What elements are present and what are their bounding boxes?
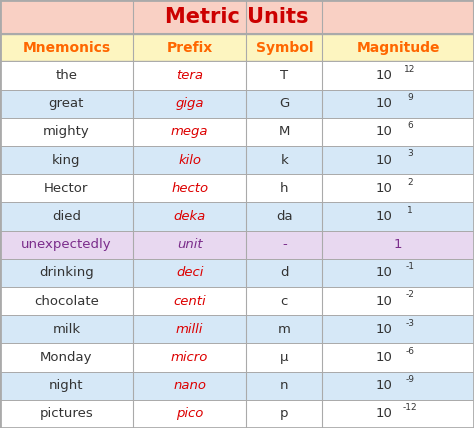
Text: drinking: drinking xyxy=(39,266,94,279)
Text: Hector: Hector xyxy=(44,182,89,195)
FancyBboxPatch shape xyxy=(0,89,474,118)
Text: T: T xyxy=(280,69,289,82)
Text: centi: centi xyxy=(173,294,206,308)
Text: 10: 10 xyxy=(375,97,392,110)
Text: -2: -2 xyxy=(406,290,414,299)
FancyBboxPatch shape xyxy=(0,231,474,259)
Text: -6: -6 xyxy=(406,347,414,356)
Text: great: great xyxy=(49,97,84,110)
Text: 1: 1 xyxy=(394,238,402,251)
Text: died: died xyxy=(52,210,81,223)
Text: Mnemonics: Mnemonics xyxy=(22,41,110,55)
FancyBboxPatch shape xyxy=(0,315,474,343)
Text: 2: 2 xyxy=(407,178,413,187)
FancyBboxPatch shape xyxy=(0,343,474,372)
Text: kilo: kilo xyxy=(178,154,201,166)
Text: the: the xyxy=(55,69,77,82)
Text: μ: μ xyxy=(280,351,289,364)
Text: d: d xyxy=(280,266,289,279)
Text: night: night xyxy=(49,379,83,392)
Text: king: king xyxy=(52,154,81,166)
Text: milli: milli xyxy=(176,323,203,336)
Text: -1: -1 xyxy=(406,262,414,271)
Text: chocolate: chocolate xyxy=(34,294,99,308)
Text: Magnitude: Magnitude xyxy=(356,41,440,55)
Text: 6: 6 xyxy=(407,121,413,130)
Text: G: G xyxy=(279,97,290,110)
FancyBboxPatch shape xyxy=(0,34,474,61)
Text: 10: 10 xyxy=(375,351,392,364)
Text: 3: 3 xyxy=(407,149,413,158)
Text: Monday: Monday xyxy=(40,351,92,364)
Text: 10: 10 xyxy=(375,407,392,420)
Text: -: - xyxy=(282,238,287,251)
FancyBboxPatch shape xyxy=(0,146,474,174)
Text: nano: nano xyxy=(173,379,206,392)
FancyBboxPatch shape xyxy=(0,61,474,89)
Text: 9: 9 xyxy=(407,93,413,102)
Text: 12: 12 xyxy=(404,65,416,74)
Text: mega: mega xyxy=(171,125,209,138)
Text: pictures: pictures xyxy=(39,407,93,420)
Text: pico: pico xyxy=(176,407,203,420)
FancyBboxPatch shape xyxy=(0,400,474,428)
Text: tera: tera xyxy=(176,69,203,82)
Text: 10: 10 xyxy=(375,210,392,223)
Text: 10: 10 xyxy=(375,69,392,82)
Text: p: p xyxy=(280,407,289,420)
Text: c: c xyxy=(281,294,288,308)
Text: Symbol: Symbol xyxy=(255,41,313,55)
Text: 1: 1 xyxy=(407,206,413,215)
Text: da: da xyxy=(276,210,293,223)
Text: n: n xyxy=(280,379,289,392)
FancyBboxPatch shape xyxy=(0,372,474,400)
Text: 10: 10 xyxy=(375,379,392,392)
FancyBboxPatch shape xyxy=(0,287,474,315)
Text: h: h xyxy=(280,182,289,195)
Text: M: M xyxy=(279,125,290,138)
Text: -12: -12 xyxy=(403,403,417,412)
Text: 10: 10 xyxy=(375,125,392,138)
FancyBboxPatch shape xyxy=(0,259,474,287)
FancyBboxPatch shape xyxy=(0,0,474,34)
Text: Metric Units: Metric Units xyxy=(165,7,309,27)
FancyBboxPatch shape xyxy=(0,118,474,146)
Text: Prefix: Prefix xyxy=(166,41,213,55)
Text: 10: 10 xyxy=(375,154,392,166)
Text: hecto: hecto xyxy=(171,182,208,195)
FancyBboxPatch shape xyxy=(0,202,474,231)
Text: -3: -3 xyxy=(406,318,414,327)
Text: m: m xyxy=(278,323,291,336)
Text: k: k xyxy=(281,154,288,166)
Text: 10: 10 xyxy=(375,266,392,279)
Text: deka: deka xyxy=(173,210,206,223)
Text: giga: giga xyxy=(175,97,204,110)
Text: -9: -9 xyxy=(406,375,414,384)
Text: mighty: mighty xyxy=(43,125,90,138)
Text: unexpectedly: unexpectedly xyxy=(21,238,112,251)
Text: 10: 10 xyxy=(375,294,392,308)
Text: milk: milk xyxy=(52,323,81,336)
Text: 10: 10 xyxy=(375,182,392,195)
Text: unit: unit xyxy=(177,238,202,251)
Text: micro: micro xyxy=(171,351,208,364)
Text: deci: deci xyxy=(176,266,203,279)
FancyBboxPatch shape xyxy=(0,174,474,202)
Text: 10: 10 xyxy=(375,323,392,336)
